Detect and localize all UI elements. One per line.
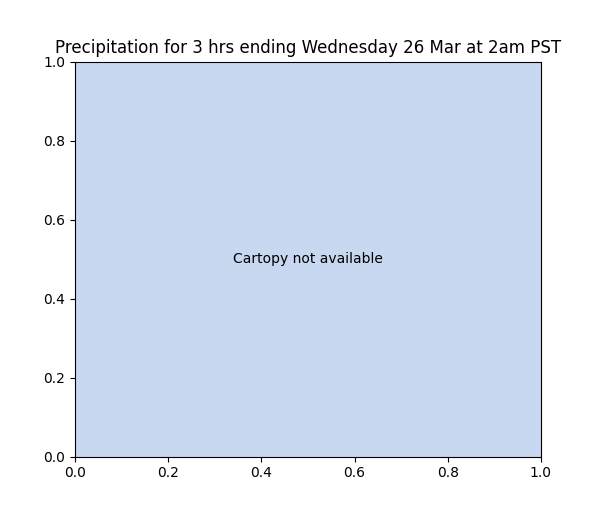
Text: Cartopy not available: Cartopy not available	[233, 252, 383, 266]
Title: Precipitation for 3 hrs ending Wednesday 26 Mar at 2am PST: Precipitation for 3 hrs ending Wednesday…	[55, 39, 561, 57]
